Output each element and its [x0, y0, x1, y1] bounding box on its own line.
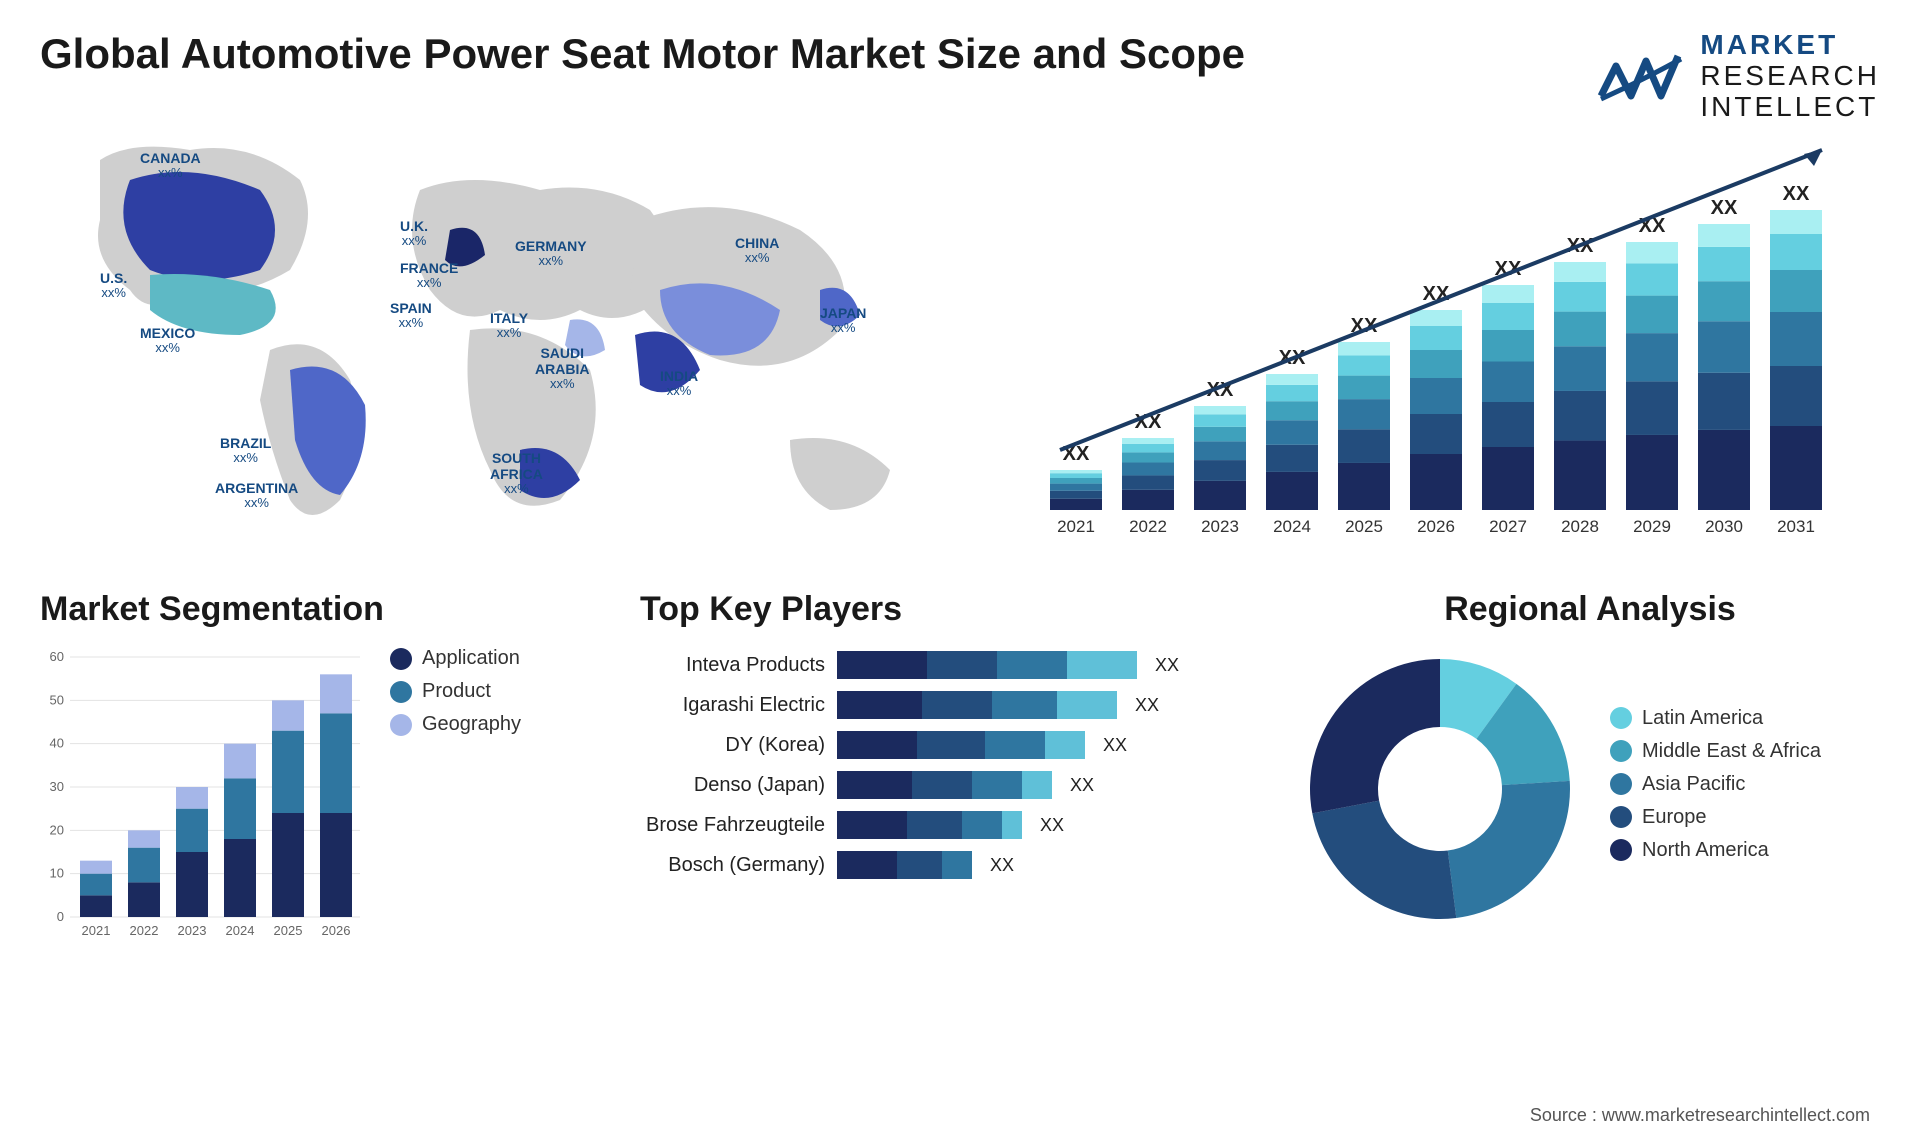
svg-text:0: 0: [57, 909, 64, 924]
player-bar: [837, 731, 1085, 759]
country-label: SAUDIARABIAxx%: [535, 345, 589, 392]
player-bar: [837, 811, 1022, 839]
player-row: Denso (Japan) XX: [640, 771, 1240, 799]
svg-text:2030: 2030: [1705, 517, 1743, 536]
svg-text:2021: 2021: [1057, 517, 1095, 536]
svg-text:2026: 2026: [322, 923, 351, 938]
player-label: Inteva Products: [640, 654, 825, 677]
svg-text:2024: 2024: [226, 923, 255, 938]
country-label: CHINAxx%: [735, 235, 779, 266]
page-title: Global Automotive Power Seat Motor Marke…: [40, 30, 1245, 78]
regional-donut-svg: [1300, 649, 1580, 929]
player-label: Denso (Japan): [640, 774, 825, 797]
player-label: Brose Fahrzeugteile: [640, 814, 825, 837]
country-label: SPAINxx%: [390, 300, 432, 331]
svg-text:2021: 2021: [82, 923, 111, 938]
brand-logo: MARKET RESEARCH INTELLECT: [1596, 30, 1880, 122]
world-map-block: CANADAxx% U.S.xx% MEXICOxx% BRAZILxx% ARGENT…: [40, 120, 940, 540]
players-block: Top Key Players Inteva ProductsXXIgarash…: [640, 590, 1240, 891]
country-label: BRAZILxx%: [220, 435, 271, 466]
svg-text:2023: 2023: [178, 923, 207, 938]
player-value: XX: [990, 855, 1014, 876]
svg-text:2025: 2025: [274, 923, 303, 938]
svg-text:40: 40: [50, 736, 64, 751]
logo-line1: MARKET: [1700, 30, 1880, 61]
player-bar: [837, 851, 972, 879]
regional-legend-item: Asia Pacific: [1610, 773, 1821, 796]
country-label: CANADAxx%: [140, 150, 201, 181]
logo-line2: RESEARCH: [1700, 61, 1880, 92]
svg-text:XX: XX: [1711, 197, 1738, 219]
player-bar: [837, 691, 1117, 719]
country-label: U.S.xx%: [100, 270, 127, 301]
svg-text:2027: 2027: [1489, 517, 1527, 536]
player-label: DY (Korea): [640, 734, 825, 757]
country-label: JAPANxx%: [820, 305, 866, 336]
svg-text:2026: 2026: [1417, 517, 1455, 536]
segmentation-legend-item: Product: [390, 680, 521, 703]
country-label: MEXICOxx%: [140, 325, 195, 356]
player-value: XX: [1155, 655, 1179, 676]
regional-title: Regional Analysis: [1300, 590, 1880, 629]
country-label: U.K.xx%: [400, 218, 428, 249]
player-label: Bosch (Germany): [640, 854, 825, 877]
country-label: ARGENTINAxx%: [215, 480, 298, 511]
source-line: Source : www.marketresearchintellect.com: [1530, 1105, 1870, 1126]
country-label: INDIAxx%: [660, 368, 698, 399]
regional-legend-item: Europe: [1610, 806, 1821, 829]
svg-text:XX: XX: [1783, 183, 1810, 205]
player-label: Igarashi Electric: [640, 694, 825, 717]
svg-text:50: 50: [50, 692, 64, 707]
growth-chart-svg: XX2021XX2022XX2023XX2024XX2025XX2026XX20…: [1030, 130, 1860, 550]
regional-legend-item: Middle East & Africa: [1610, 740, 1821, 763]
country-label: FRANCExx%: [400, 260, 458, 291]
svg-text:2022: 2022: [130, 923, 159, 938]
logo-swoosh-icon: [1596, 41, 1686, 111]
player-row: DY (Korea) XX: [640, 731, 1240, 759]
regional-block: Regional Analysis Latin America Middle Ea…: [1300, 590, 1880, 929]
svg-text:30: 30: [50, 779, 64, 794]
segmentation-legend-item: Geography: [390, 713, 521, 736]
player-value: XX: [1070, 775, 1094, 796]
regional-legend-item: North America: [1610, 839, 1821, 862]
player-bar: [837, 771, 1052, 799]
player-value: XX: [1040, 815, 1064, 836]
svg-text:2022: 2022: [1129, 517, 1167, 536]
player-value: XX: [1135, 695, 1159, 716]
players-rows: Inteva ProductsXXIgarashi ElectricXXDY (…: [640, 651, 1240, 879]
country-label: ITALYxx%: [490, 310, 528, 341]
svg-text:2029: 2029: [1633, 517, 1671, 536]
svg-text:2024: 2024: [1273, 517, 1311, 536]
player-row: Brose Fahrzeugteile XX: [640, 811, 1240, 839]
player-bar: [837, 651, 1137, 679]
svg-text:2028: 2028: [1561, 517, 1599, 536]
svg-text:2031: 2031: [1777, 517, 1815, 536]
country-label: SOUTHAFRICAxx%: [490, 450, 543, 497]
svg-text:2023: 2023: [1201, 517, 1239, 536]
segmentation-legend: Application Product Geography: [390, 647, 521, 947]
player-value: XX: [1103, 735, 1127, 756]
player-row: Inteva Products XX: [640, 651, 1240, 679]
players-title: Top Key Players: [640, 590, 1240, 629]
svg-text:10: 10: [50, 866, 64, 881]
header: Global Automotive Power Seat Motor Marke…: [40, 30, 1880, 122]
regional-legend: Latin America Middle East & Africa Asia Pa…: [1610, 707, 1821, 872]
segmentation-legend-item: Application: [390, 647, 521, 670]
logo-text: MARKET RESEARCH INTELLECT: [1700, 30, 1880, 122]
player-row: Bosch (Germany) XX: [640, 851, 1240, 879]
svg-text:20: 20: [50, 822, 64, 837]
growth-chart: XX2021XX2022XX2023XX2024XX2025XX2026XX20…: [1030, 130, 1860, 550]
segmentation-chart-svg: 0 10 20 30 40 50 60 2021 2022 2023 2024 2025 2026: [40, 647, 370, 947]
logo-line3: INTELLECT: [1700, 92, 1880, 123]
svg-text:60: 60: [50, 649, 64, 664]
segmentation-title: Market Segmentation: [40, 590, 580, 629]
player-row: Igarashi Electric XX: [640, 691, 1240, 719]
svg-text:2025: 2025: [1345, 517, 1383, 536]
country-label: GERMANYxx%: [515, 238, 587, 269]
regional-legend-item: Latin America: [1610, 707, 1821, 730]
segmentation-block: Market Segmentation 0 10 20 30 40 50 60 2021 202…: [40, 590, 580, 947]
